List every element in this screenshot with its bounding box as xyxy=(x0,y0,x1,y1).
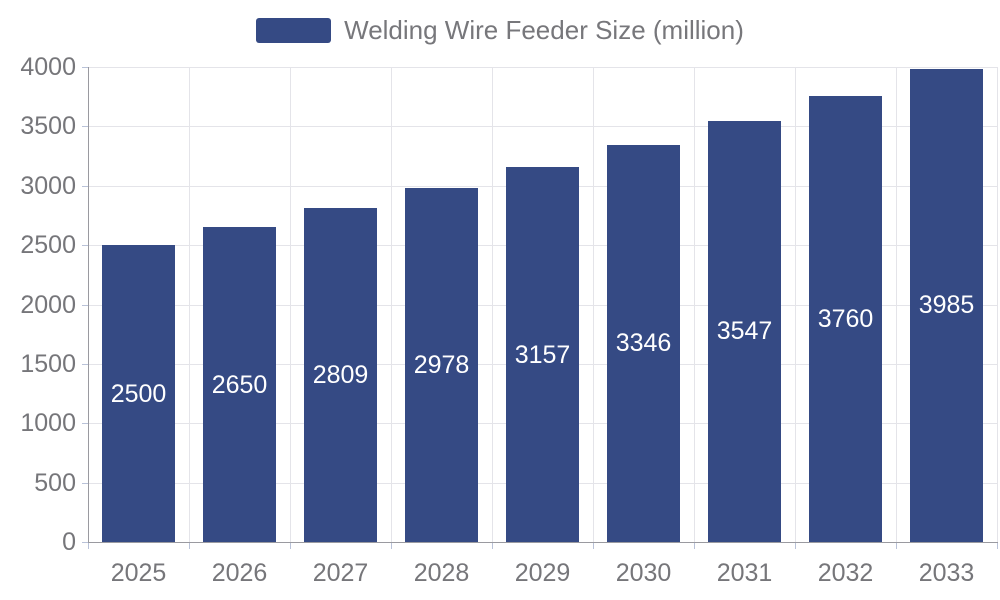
y-tick xyxy=(82,363,88,365)
x-tick xyxy=(997,543,998,549)
y-gridline xyxy=(88,126,997,128)
y-axis-label: 2500 xyxy=(20,231,76,260)
x-axis-label: 2028 xyxy=(413,559,470,587)
y-axis-label: 1500 xyxy=(20,349,76,378)
bar[interactable]: 2978 xyxy=(405,188,478,542)
x-axis-label: 2027 xyxy=(312,559,369,587)
bar[interactable]: 2650 xyxy=(203,227,276,542)
y-tick xyxy=(82,245,88,247)
bar[interactable]: 3985 xyxy=(910,68,983,542)
legend-label: Welding Wire Feeder Size (million) xyxy=(344,15,744,45)
x-axis-label: 2025 xyxy=(110,559,167,587)
x-tick xyxy=(492,543,493,549)
y-axis-label: 3000 xyxy=(20,171,76,200)
x-axis-label: 2030 xyxy=(615,559,672,587)
x-gridline xyxy=(391,67,392,542)
y-tick xyxy=(82,304,88,306)
bar-value-label: 2650 xyxy=(211,370,268,399)
bar-value-label: 2500 xyxy=(110,379,167,408)
x-axis-label: 2033 xyxy=(918,559,975,587)
x-gridline xyxy=(593,67,594,542)
y-tick xyxy=(82,185,88,187)
y-gridline xyxy=(88,67,997,68)
bar[interactable]: 3547 xyxy=(708,120,781,542)
y-tick xyxy=(82,126,88,128)
x-axis-label: 2029 xyxy=(514,559,571,587)
legend-swatch-icon xyxy=(256,17,332,43)
x-gridline xyxy=(290,67,291,542)
x-tick xyxy=(795,543,796,549)
bar-value-label: 2809 xyxy=(312,361,369,390)
x-tick xyxy=(189,543,190,549)
y-axis-label: 2000 xyxy=(20,290,76,319)
x-tick xyxy=(391,543,392,549)
bar[interactable]: 3157 xyxy=(506,167,579,542)
bar[interactable]: 3760 xyxy=(809,95,882,542)
x-axis-label: 2026 xyxy=(211,559,268,587)
x-axis-line xyxy=(88,542,998,543)
x-tick xyxy=(593,543,594,549)
x-tick xyxy=(694,543,695,549)
y-tick xyxy=(82,542,88,543)
bar[interactable]: 2809 xyxy=(304,208,377,542)
y-tick xyxy=(82,482,88,484)
x-gridline xyxy=(694,67,695,542)
x-gridline xyxy=(492,67,493,542)
x-gridline xyxy=(997,67,998,542)
bar-value-label: 3346 xyxy=(615,329,672,358)
y-axis-line xyxy=(88,67,89,543)
y-axis-label: 0 xyxy=(62,528,76,556)
x-tick xyxy=(290,543,291,549)
x-axis-label: 2031 xyxy=(716,559,773,587)
bar-value-label: 2978 xyxy=(413,351,470,380)
y-axis-label: 500 xyxy=(34,468,76,497)
y-tick xyxy=(82,423,88,425)
x-tick xyxy=(896,543,897,549)
x-tick xyxy=(88,543,89,549)
x-gridline xyxy=(795,67,796,542)
x-gridline xyxy=(896,67,897,542)
bar-value-label: 3157 xyxy=(514,340,571,369)
y-tick xyxy=(82,67,88,68)
bar[interactable]: 2500 xyxy=(102,245,175,542)
y-axis-label: 1000 xyxy=(20,409,76,438)
bar[interactable]: 3346 xyxy=(607,144,680,542)
y-axis-label: 3500 xyxy=(20,112,76,141)
x-gridline xyxy=(189,67,190,542)
y-axis-label: 4000 xyxy=(20,53,76,81)
bar-value-label: 3760 xyxy=(817,304,874,333)
bar-value-label: 3547 xyxy=(716,317,773,346)
bar-value-label: 3985 xyxy=(918,291,975,320)
chart-legend[interactable]: Welding Wire Feeder Size (million) xyxy=(0,16,1000,44)
x-axis-label: 2032 xyxy=(817,559,874,587)
